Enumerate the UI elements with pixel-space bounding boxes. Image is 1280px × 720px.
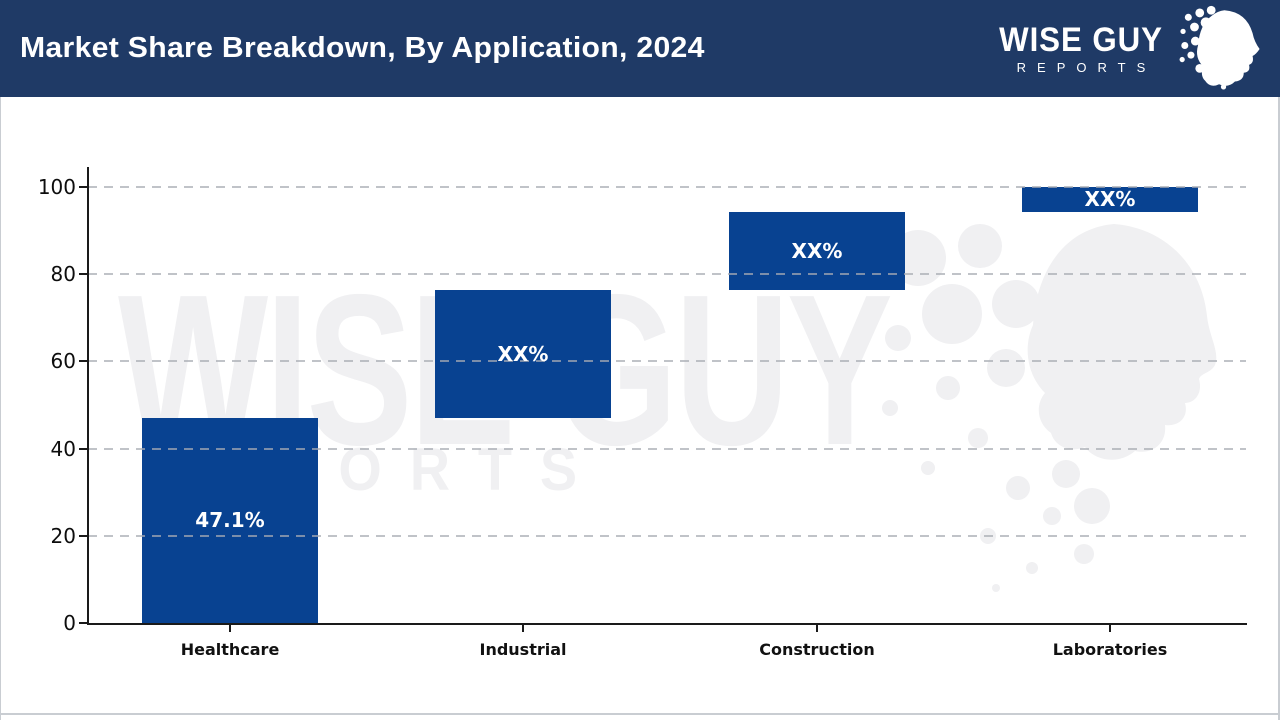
chart-title: Market Share Breakdown, By Application, … xyxy=(20,32,705,64)
x-tick-laboratories xyxy=(1109,625,1111,632)
logo-wordmark: WISE GUY xyxy=(999,21,1163,59)
page-border-bottom xyxy=(0,713,1280,715)
gridline-20 xyxy=(88,534,1246,537)
y-axis-line xyxy=(87,167,89,625)
y-tick-label-40: 40 xyxy=(50,436,76,461)
y-tick-80 xyxy=(79,273,87,276)
x-tick-industrial xyxy=(522,625,524,632)
y-tick-20 xyxy=(79,534,87,537)
y-tick-label-0: 0 xyxy=(63,611,76,635)
bar-construction xyxy=(729,211,905,291)
page-border-left xyxy=(0,97,1,720)
logo-subtitle: REPORTS xyxy=(1016,60,1157,75)
wiseguy-logo: WISE GUY REPORTS xyxy=(992,5,1266,93)
gridline-80 xyxy=(88,273,1246,276)
bar-healthcare xyxy=(142,417,318,623)
y-tick-0 xyxy=(79,622,87,624)
gridline-40 xyxy=(88,447,1246,450)
bar-laboratories xyxy=(1022,187,1198,212)
y-tick-label-80: 80 xyxy=(50,262,76,287)
y-tick-60 xyxy=(79,360,87,363)
gridline-100 xyxy=(88,186,1246,188)
y-tick-40 xyxy=(79,447,87,450)
bar-industrial xyxy=(435,290,611,418)
x-category-label-healthcare: Healthcare xyxy=(180,640,280,659)
header-bar: Market Share Breakdown, By Application, … xyxy=(0,0,1280,97)
y-tick-100 xyxy=(79,186,87,188)
watermark-face-icon xyxy=(882,224,1217,592)
chart-plot-area: 0 20 40 60 80 100 47.1% Healthcare XX% Industrial… xyxy=(0,97,1280,720)
bar-value-label-healthcare: 47.1% xyxy=(195,508,265,533)
bar-value-label-industrial: XX% xyxy=(497,341,549,366)
x-tick-construction xyxy=(816,625,818,632)
x-category-label-industrial: Industrial xyxy=(479,640,567,659)
bar-value-label-construction: XX% xyxy=(791,239,843,264)
page-border-right xyxy=(1278,97,1280,720)
wiseguy-logo-text: WISE GUY REPORTS xyxy=(992,23,1170,74)
wiseguy-face-icon xyxy=(1179,5,1260,89)
y-tick-label-60: 60 xyxy=(50,349,76,374)
x-category-label-construction: Construction xyxy=(759,640,875,659)
x-tick-healthcare xyxy=(229,625,231,632)
gridline-60 xyxy=(88,360,1246,363)
y-tick-label-20: 20 xyxy=(50,523,76,548)
bar-value-label-laboratories: XX% xyxy=(1084,187,1136,212)
x-category-label-laboratories: Laboratories xyxy=(1052,640,1168,659)
y-tick-label-100: 100 xyxy=(37,175,76,199)
x-axis-line xyxy=(87,623,1247,625)
